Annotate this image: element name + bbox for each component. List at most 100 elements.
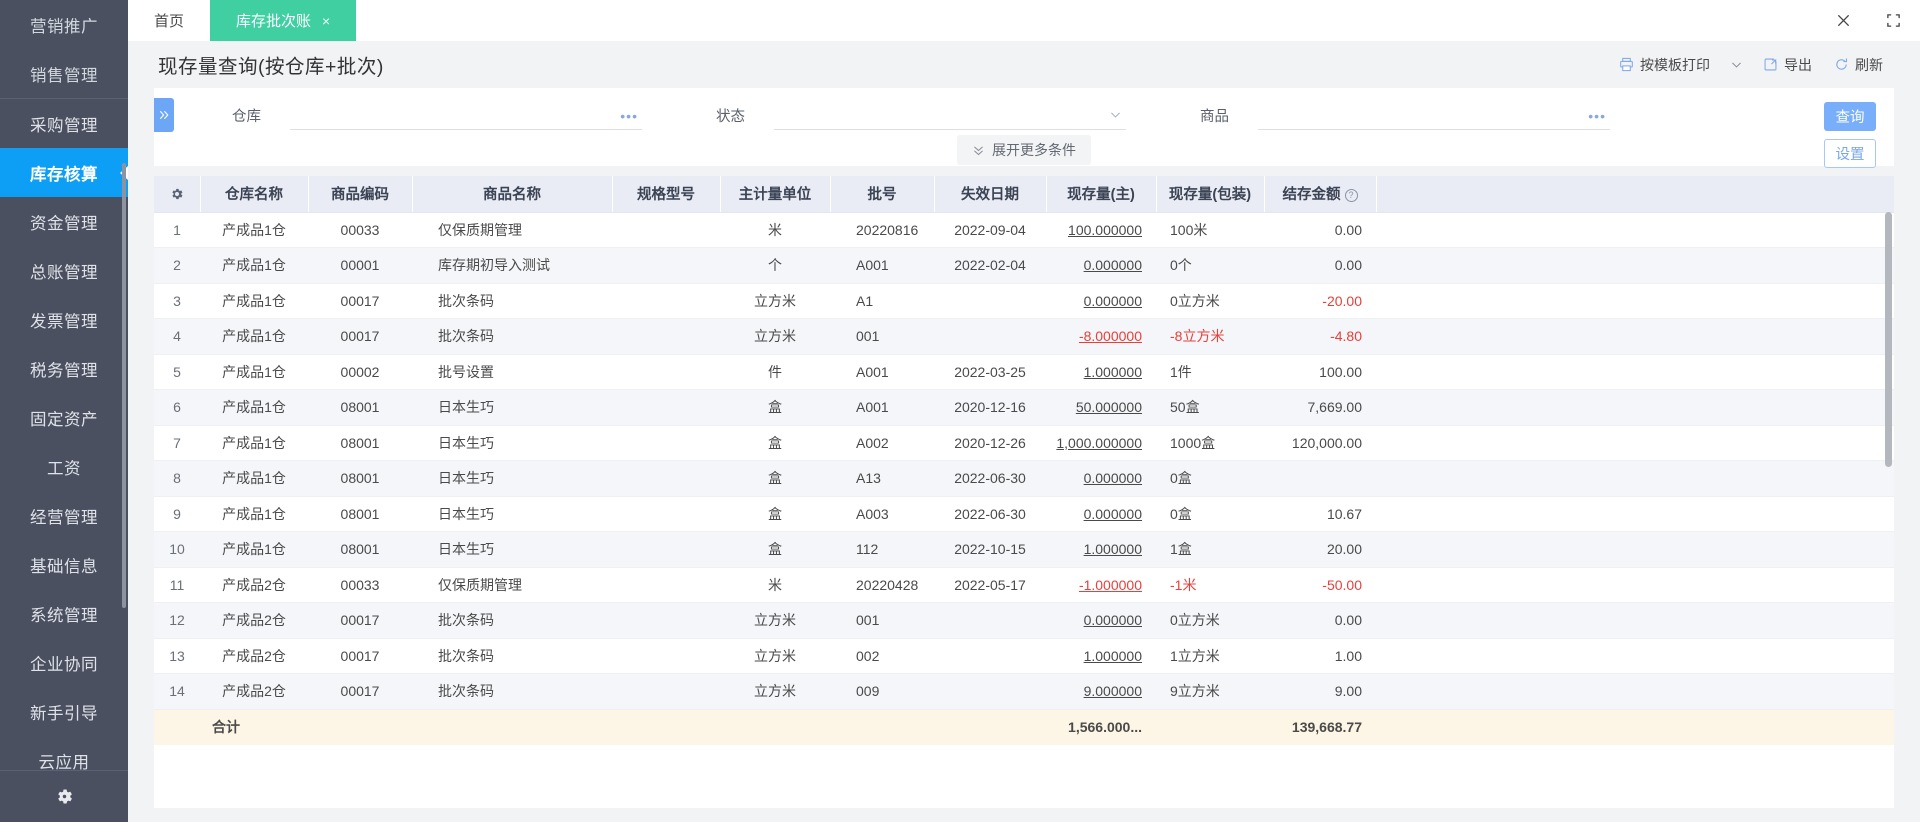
sidebar-scroll-area[interactable]: 营销推广 销售管理 采购管理 库存核算 资金管理 总账管理 发票管理 税务管理 固定资产 工资 经营…	[0, 0, 128, 770]
column-settings-button[interactable]	[154, 176, 201, 213]
cell-qty-link[interactable]: 1.000000	[1083, 541, 1142, 558]
column-header-code[interactable]: 商品编码	[308, 176, 413, 213]
column-header-warehouse[interactable]: 仓库名称	[200, 176, 309, 213]
sidebar-scrollbar[interactable]	[122, 163, 126, 608]
sidebar-item-8[interactable]: 固定资产	[0, 393, 128, 442]
cell-qty[interactable]: 1,000.000000	[1046, 425, 1156, 461]
question-circle-icon[interactable]: ?	[1344, 188, 1358, 202]
product-input[interactable]	[1258, 102, 1610, 129]
cell-date	[934, 318, 1046, 355]
status-dropdown-icon[interactable]	[1109, 108, 1122, 126]
cell-qty-link[interactable]: 50.000000	[1075, 399, 1142, 416]
table-row[interactable]: 5 产成品1仓 00002 批号设置 件 A001 2022-03-25 1.000000 1件…	[154, 354, 1894, 390]
print-template-button[interactable]: 按模板打印	[1608, 50, 1721, 80]
table-row[interactable]: 6 产成品1仓 08001 日本生巧 盒 A001 2020-12-16 50.000000 5…	[154, 389, 1894, 426]
cell-qty-link[interactable]: 9.000000	[1083, 683, 1142, 700]
cell-qty[interactable]: 0.000000	[1046, 247, 1156, 284]
table-row[interactable]: 12 产成品2仓 00017 批次条码 立方米 001 0.000000 0立方米 0.00	[154, 602, 1894, 639]
sidebar-item-7[interactable]: 税务管理	[0, 344, 128, 393]
sidebar-settings-button[interactable]	[0, 770, 128, 822]
cell-qty-link[interactable]: 0.000000	[1083, 612, 1142, 629]
cell-qty[interactable]: 50.000000	[1046, 389, 1156, 426]
table-row[interactable]: 11 产成品2仓 00033 仅保质期管理 米 20220428 2022-05-17 -1.…	[154, 567, 1894, 603]
refresh-button[interactable]: 刷新	[1823, 50, 1894, 80]
column-header-unit[interactable]: 主计量单位	[720, 176, 831, 213]
cell-qty[interactable]: 1.000000	[1046, 531, 1156, 568]
warehouse-picker-icon[interactable]: •••	[620, 108, 638, 124]
gear-icon	[172, 188, 183, 200]
cell-unit: 盒	[720, 389, 830, 426]
tab-close-icon[interactable]: ×	[322, 12, 331, 29]
sidebar-item-13[interactable]: 企业协同	[0, 638, 128, 687]
sidebar-item-6[interactable]: 发票管理	[0, 295, 128, 344]
column-header-date[interactable]: 失效日期	[934, 176, 1047, 213]
cell-qty-link[interactable]: 1,000.000000	[1056, 434, 1142, 451]
sidebar-item-3[interactable]: 库存核算	[0, 148, 128, 197]
cell-amount	[1264, 460, 1376, 497]
cell-qty[interactable]: -8.000000	[1046, 318, 1156, 355]
cell-qty[interactable]: 0.000000	[1046, 460, 1156, 497]
sidebar-item-12[interactable]: 系统管理	[0, 589, 128, 638]
table-row[interactable]: 1 产成品1仓 00033 仅保质期管理 米 20220816 2022-09-04 100.…	[154, 212, 1894, 248]
cell-qty[interactable]: 1.000000	[1046, 354, 1156, 390]
print-dropdown-button[interactable]	[1721, 50, 1752, 80]
sidebar-item-11[interactable]: 基础信息	[0, 540, 128, 589]
table-vertical-scrollbar[interactable]	[1885, 212, 1892, 467]
table-row[interactable]: 13 产成品2仓 00017 批次条码 立方米 002 1.000000 1立方米 1.00	[154, 638, 1894, 674]
tab-0[interactable]: 首页	[128, 0, 210, 41]
sidebar-item-9[interactable]: 工资	[0, 442, 128, 491]
column-header-spec[interactable]: 规格型号	[612, 176, 721, 213]
column-header-qty[interactable]: 现存量(主)	[1046, 176, 1157, 213]
close-button[interactable]	[1830, 8, 1856, 34]
warehouse-input[interactable]	[290, 102, 642, 129]
export-button[interactable]: 导出	[1752, 50, 1823, 80]
cell-qty-link[interactable]: 1.000000	[1083, 363, 1142, 380]
table-row[interactable]: 2 产成品1仓 00001 库存期初导入测试 个 A001 2022-02-04 0.0000…	[154, 247, 1894, 284]
table-row[interactable]: 8 产成品1仓 08001 日本生巧 盒 A13 2022-06-30 0.000000 0盒	[154, 460, 1894, 497]
cell-qty-link[interactable]: 1.000000	[1083, 647, 1142, 664]
cell-qty[interactable]: 0.000000	[1046, 496, 1156, 532]
column-header-lot[interactable]: 批号	[830, 176, 935, 213]
cell-qty[interactable]: 9.000000	[1046, 673, 1156, 710]
cell-qty[interactable]: 100.000000	[1046, 212, 1156, 248]
sidebar-item-14[interactable]: 新手引导	[0, 687, 128, 736]
cell-qty-link[interactable]: 0.000000	[1083, 470, 1142, 487]
tab-1[interactable]: 库存批次账 ×	[210, 0, 357, 41]
cell-qty-link[interactable]: -1.000000	[1078, 576, 1142, 593]
sidebar-item-1[interactable]: 销售管理	[0, 49, 128, 98]
column-header-amount[interactable]: 结存金额?	[1264, 176, 1377, 213]
table-row[interactable]: 3 产成品1仓 00017 批次条码 立方米 A1 0.000000 0立方米 -20.00	[154, 283, 1894, 319]
expand-more-conditions-button[interactable]: 展开更多条件	[957, 135, 1091, 165]
query-button[interactable]: 查询	[1824, 102, 1876, 131]
cell-qty[interactable]: 0.000000	[1046, 283, 1156, 319]
cell-qty-link[interactable]: 0.000000	[1083, 292, 1142, 309]
product-picker-icon[interactable]: •••	[1588, 108, 1606, 124]
cell-qty[interactable]: 0.000000	[1046, 602, 1156, 639]
sidebar-item-10[interactable]: 经营管理	[0, 491, 128, 540]
settings-button[interactable]: 设置	[1824, 139, 1876, 168]
filter-collapse-handle[interactable]	[154, 98, 174, 132]
cell-qty[interactable]: 1.000000	[1046, 638, 1156, 674]
cell-qty-link[interactable]: -8.000000	[1078, 328, 1142, 345]
cell-qty-link[interactable]: 0.000000	[1083, 505, 1142, 522]
cell-unit: 立方米	[720, 602, 830, 639]
column-header-name[interactable]: 商品名称	[412, 176, 613, 213]
cell-qty-link[interactable]: 0.000000	[1083, 257, 1142, 274]
table-row[interactable]: 10 产成品1仓 08001 日本生巧 盒 112 2022-10-15 1.000000 1盒…	[154, 531, 1894, 568]
table-row[interactable]: 14 产成品2仓 00017 批次条码 立方米 009 9.000000 9立方米 9.00	[154, 673, 1894, 710]
fullscreen-button[interactable]	[1880, 8, 1906, 34]
refresh-label: 刷新	[1855, 56, 1883, 73]
cell-qty-link[interactable]: 100.000000	[1068, 221, 1142, 238]
sidebar-item-0[interactable]: 营销推广	[0, 0, 128, 49]
table-row[interactable]: 9 产成品1仓 08001 日本生巧 盒 A003 2022-06-30 0.000000 0盒…	[154, 496, 1894, 532]
sidebar-item-15[interactable]: 云应用	[0, 736, 128, 771]
sidebar-item-2[interactable]: 采购管理	[0, 99, 128, 148]
table-row[interactable]: 4 产成品1仓 00017 批次条码 立方米 001 -8.000000 -8立方米 -4.80	[154, 318, 1894, 355]
table-row[interactable]: 7 产成品1仓 08001 日本生巧 盒 A002 2020-12-26 1,000.0000…	[154, 425, 1894, 461]
sidebar-item-5[interactable]: 总账管理	[0, 246, 128, 295]
cell-qty[interactable]: -1.000000	[1046, 567, 1156, 603]
status-input[interactable]	[774, 102, 1126, 129]
cell-lot: A001	[830, 247, 934, 284]
sidebar-item-4[interactable]: 资金管理	[0, 197, 128, 246]
column-header-pack[interactable]: 现存量(包装)	[1156, 176, 1265, 213]
